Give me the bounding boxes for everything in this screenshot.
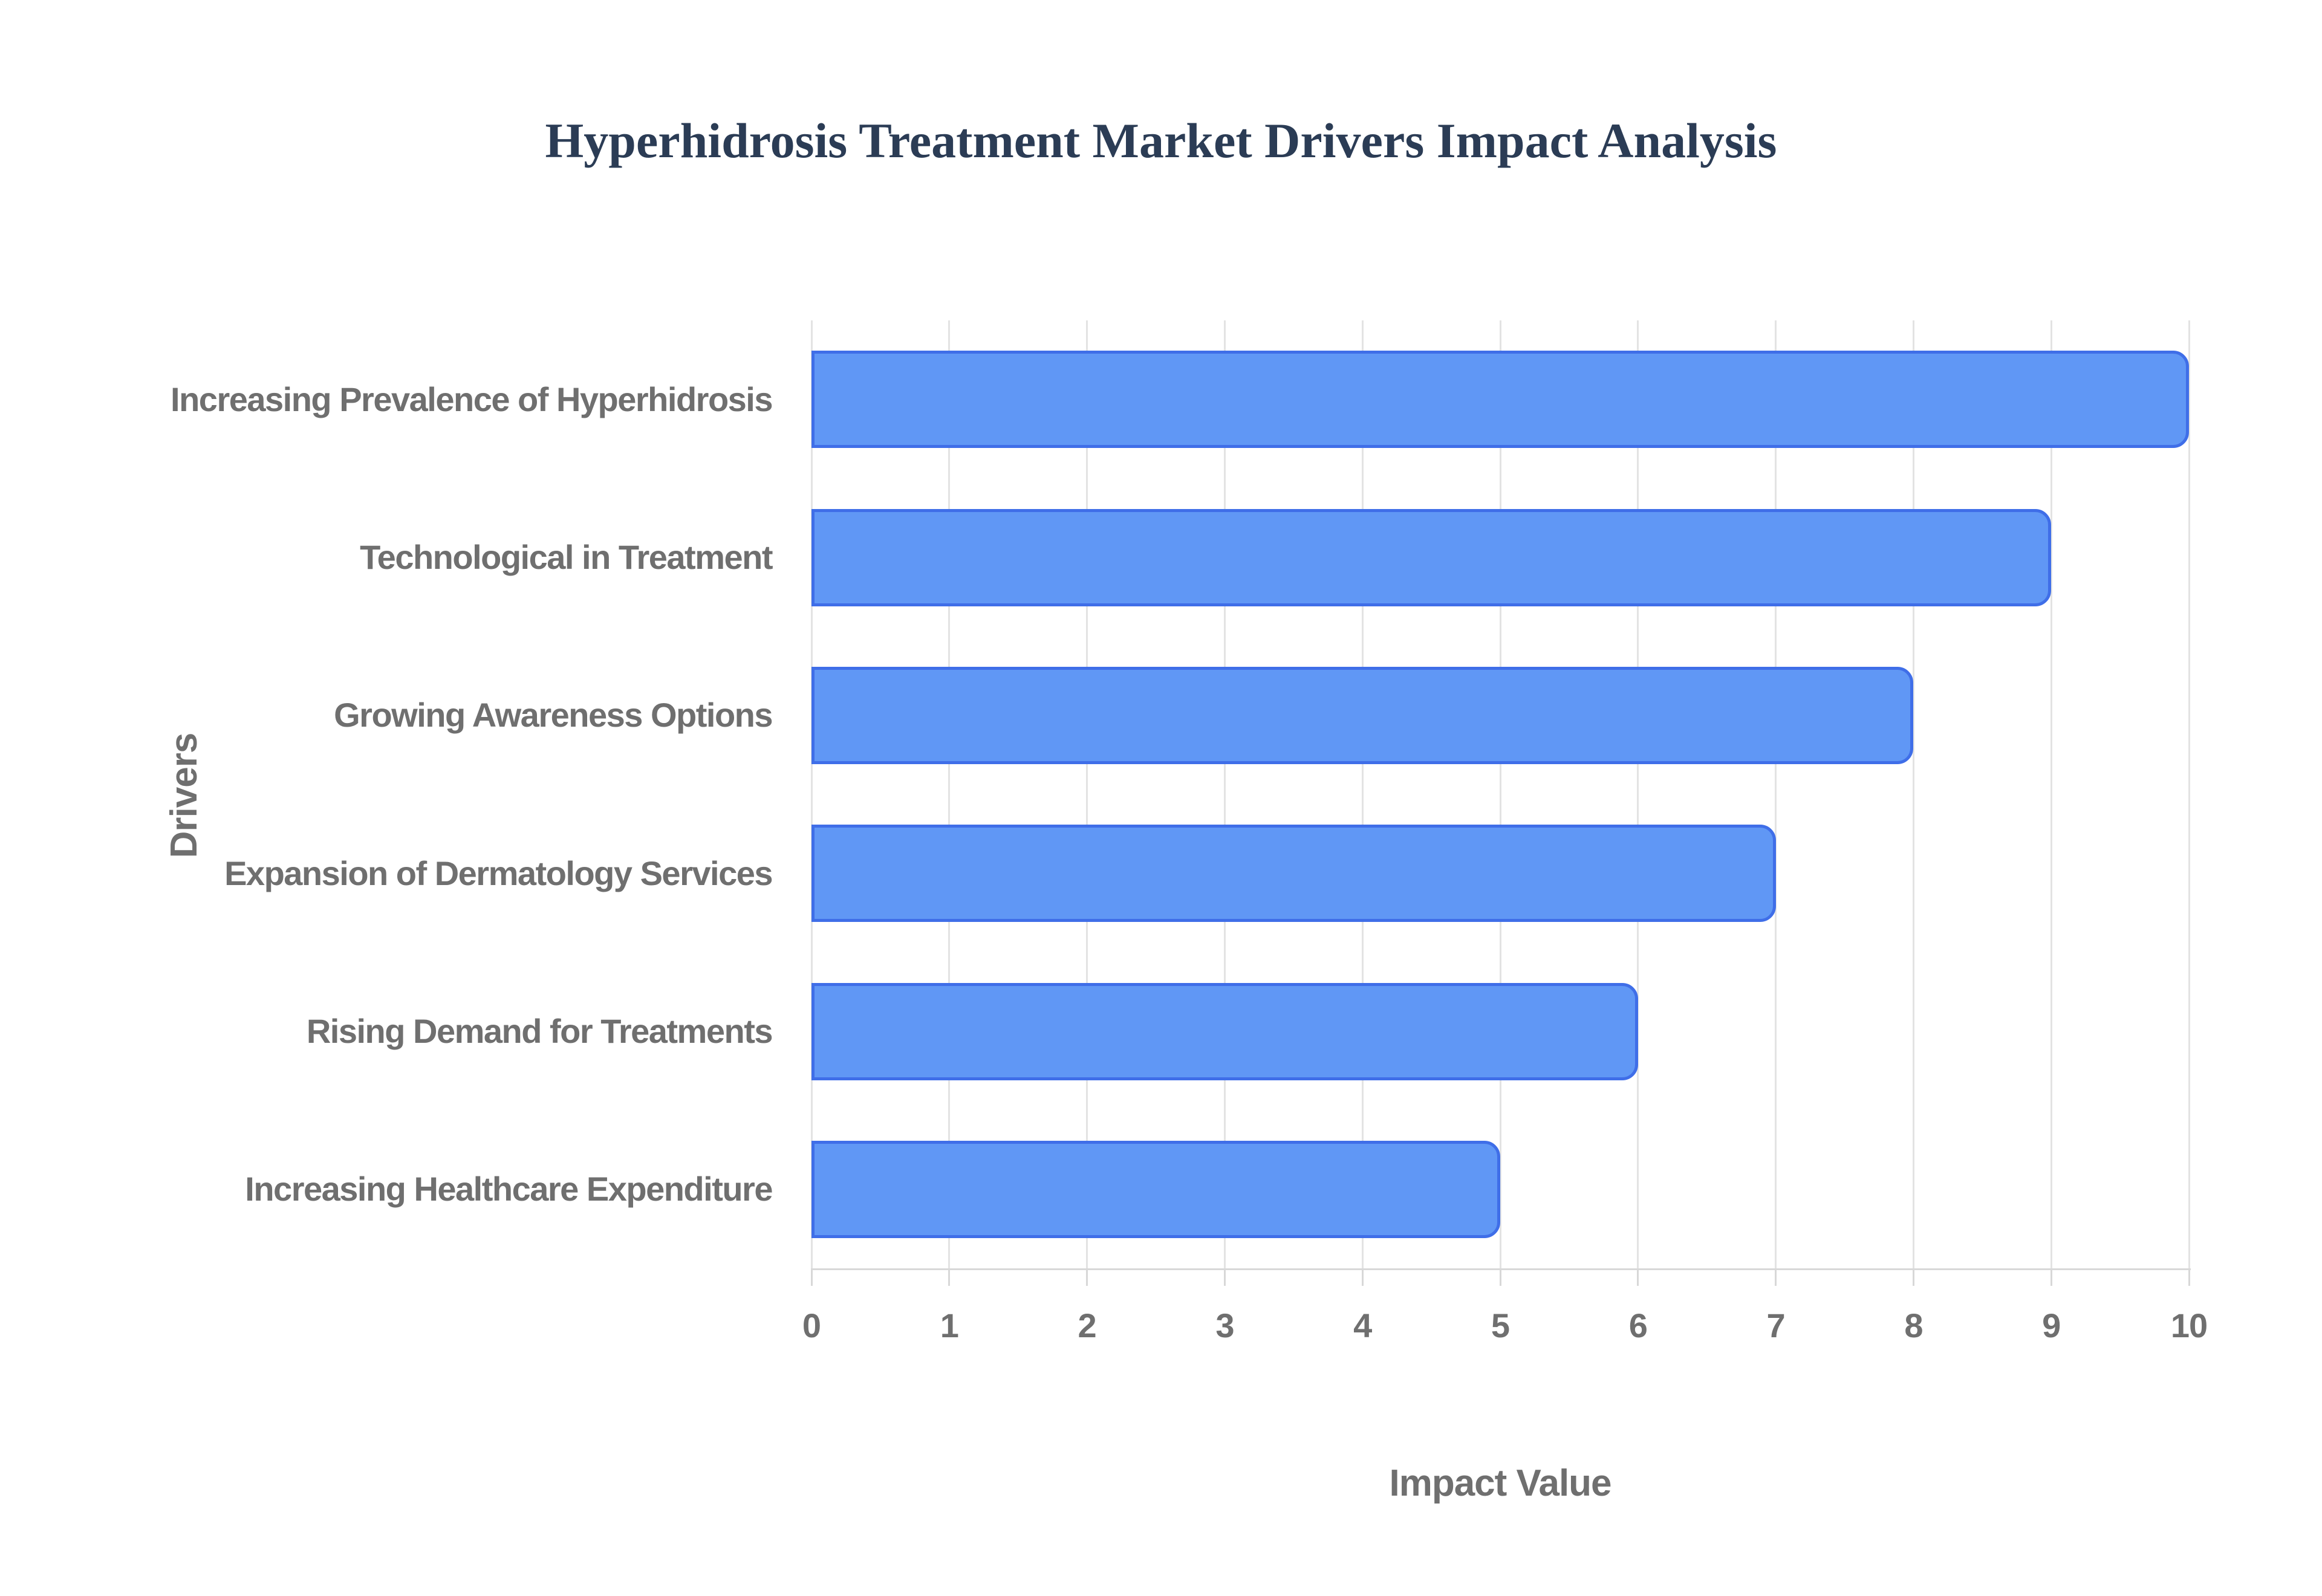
category-label-1: Technological in Treatment [360,538,773,576]
x-tick-label-0: 0 [802,1306,821,1345]
x-tick-mark-6 [1637,1268,1639,1286]
category-label-4: Rising Demand for Treatments [306,1012,773,1050]
gridline-x0 [810,320,813,1268]
x-tick-label-10: 10 [2170,1306,2208,1345]
x-tick-label-9: 9 [2042,1306,2061,1345]
x-tick-mark-1 [948,1268,951,1286]
gridline-x3 [1223,320,1226,1268]
x-tick-label-2: 2 [1078,1306,1097,1345]
x-tick-label-4: 4 [1353,1306,1372,1345]
category-label-5: Increasing Healthcare Expenditure [245,1170,773,1208]
x-tick-label-6: 6 [1628,1306,1648,1345]
bar-3 [811,825,1776,923]
gridline-x1 [948,320,951,1268]
x-tick-label-1: 1 [940,1306,959,1345]
x-axis-line [811,1268,2191,1270]
chart-title: Hyperhidrosis Treatment Market Drivers I… [545,113,1777,168]
gridline-x10 [2188,320,2190,1268]
x-tick-mark-7 [1775,1268,1777,1286]
gridline-x2 [1086,320,1088,1268]
bar-2 [811,666,1914,764]
gridline-x7 [1775,320,1777,1268]
bar-0 [811,351,2189,449]
plot-area [810,320,2190,1268]
x-tick-label-8: 8 [1904,1306,1923,1345]
gridline-x5 [1499,320,1501,1268]
x-tick-label-3: 3 [1215,1306,1234,1345]
x-tick-mark-2 [1086,1268,1088,1286]
x-tick-mark-4 [1361,1268,1364,1286]
x-tick-mark-10 [2188,1268,2190,1286]
category-label-3: Expansion of Dermatology Services [224,854,773,892]
x-tick-mark-0 [810,1268,813,1286]
bar-1 [811,508,2052,606]
x-tick-mark-5 [1499,1268,1501,1286]
x-axis-title: Impact Value [1389,1462,1611,1504]
gridline-x8 [1912,320,1914,1268]
x-tick-mark-8 [1912,1268,1914,1286]
gridline-x9 [2050,320,2052,1268]
category-label-2: Growing Awareness Options [334,696,773,735]
gridline-x4 [1361,320,1364,1268]
category-label-0: Increasing Prevalence of Hyperhidrosis [171,380,773,418]
x-tick-mark-9 [2050,1268,2052,1286]
bar-4 [811,982,1638,1080]
x-tick-label-7: 7 [1766,1306,1786,1345]
gridline-x6 [1637,320,1639,1268]
bar-5 [811,1140,1500,1238]
x-tick-label-5: 5 [1491,1306,1510,1345]
x-tick-mark-3 [1223,1268,1226,1286]
